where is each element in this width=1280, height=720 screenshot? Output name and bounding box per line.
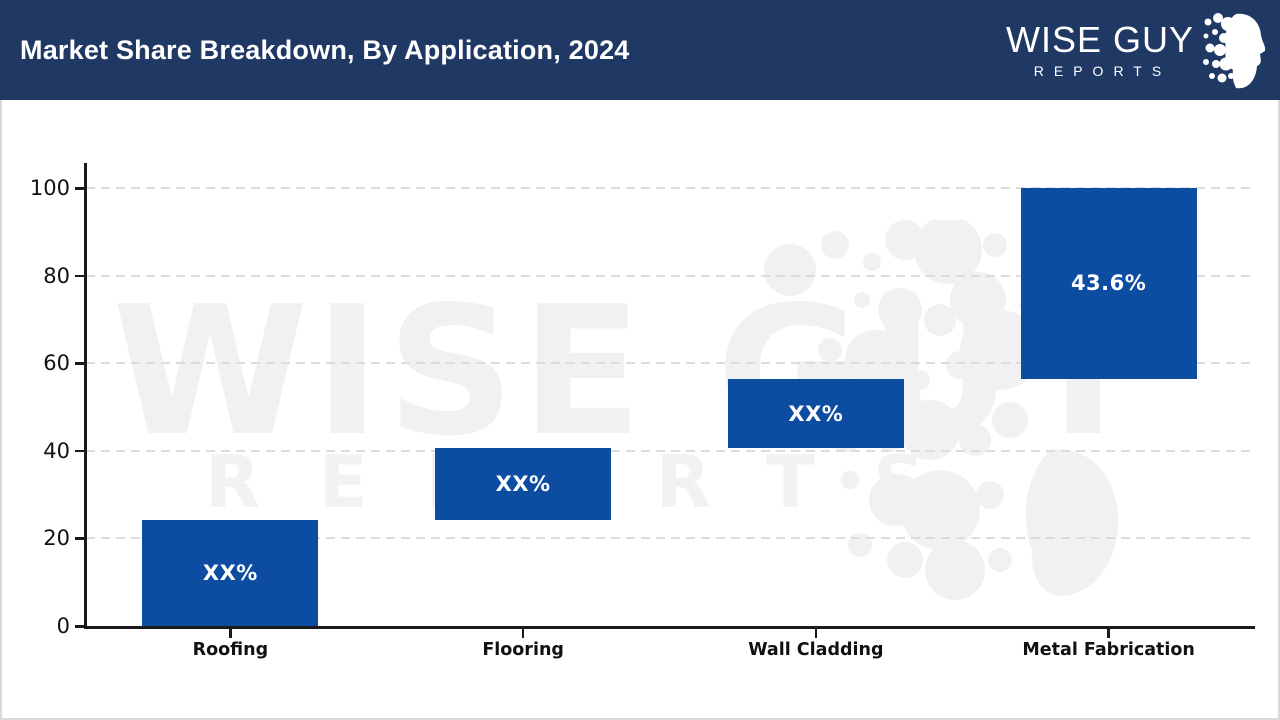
- y-tick-label-80: 80: [43, 263, 70, 288]
- bar-value-label: XX%: [788, 401, 844, 426]
- x-category-label-3: Metal Fabrication: [1022, 640, 1195, 660]
- y-tick-80: [75, 274, 84, 278]
- y-tick-label-100: 100: [29, 176, 70, 200]
- y-tick-100: [75, 187, 84, 190]
- x-tick-2: [814, 629, 818, 638]
- gridline-80: [86, 274, 1255, 277]
- bar-flooring: XX%: [435, 448, 612, 521]
- y-tick-60: [75, 362, 84, 365]
- bar-value-label: XX%: [202, 561, 258, 586]
- x-tick-3: [1107, 629, 1110, 638]
- y-tick-40: [75, 449, 84, 453]
- x-category-label-1: Flooring: [482, 640, 564, 660]
- y-axis-line: [84, 163, 87, 629]
- x-axis-line: [84, 626, 1255, 629]
- y-tick-label-20: 20: [43, 526, 70, 551]
- brand-name: WISE GUY: [1005, 19, 1194, 60]
- brand-logo: WISE GUY REPORTS: [1006, 8, 1266, 92]
- gridline-60: [86, 362, 1255, 365]
- bar-roofing: XX%: [142, 520, 319, 626]
- bar-value-label: 43.6%: [1070, 271, 1147, 296]
- gridline-100: [86, 187, 1255, 189]
- y-tick-label-60: 60: [43, 351, 70, 376]
- bar-value-label: XX%: [495, 472, 551, 497]
- y-tick-label-0: 0: [56, 614, 70, 638]
- x-tick-0: [229, 629, 232, 638]
- y-tick-0: [75, 625, 84, 628]
- y-tick-20: [75, 537, 84, 540]
- brand-subname: REPORTS: [1033, 63, 1172, 79]
- brand-head-icon: [1203, 13, 1266, 89]
- header: Market Share Breakdown, By Application, …: [0, 0, 1280, 100]
- gridline-20: [86, 537, 1255, 540]
- bar-wall-cladding: XX%: [727, 378, 904, 449]
- x-category-label-2: Wall Cladding: [748, 640, 884, 660]
- x-category-label-0: Roofing: [192, 640, 269, 660]
- page-title: Market Share Breakdown, By Application, …: [20, 34, 630, 65]
- brand-wordmark: WISE GUY REPORTS: [1005, 19, 1194, 79]
- y-tick-label-40: 40: [43, 438, 70, 463]
- x-tick-1: [521, 629, 525, 638]
- bar-metal-fabrication: 43.6%: [1020, 188, 1197, 379]
- gridline-40: [86, 449, 1255, 452]
